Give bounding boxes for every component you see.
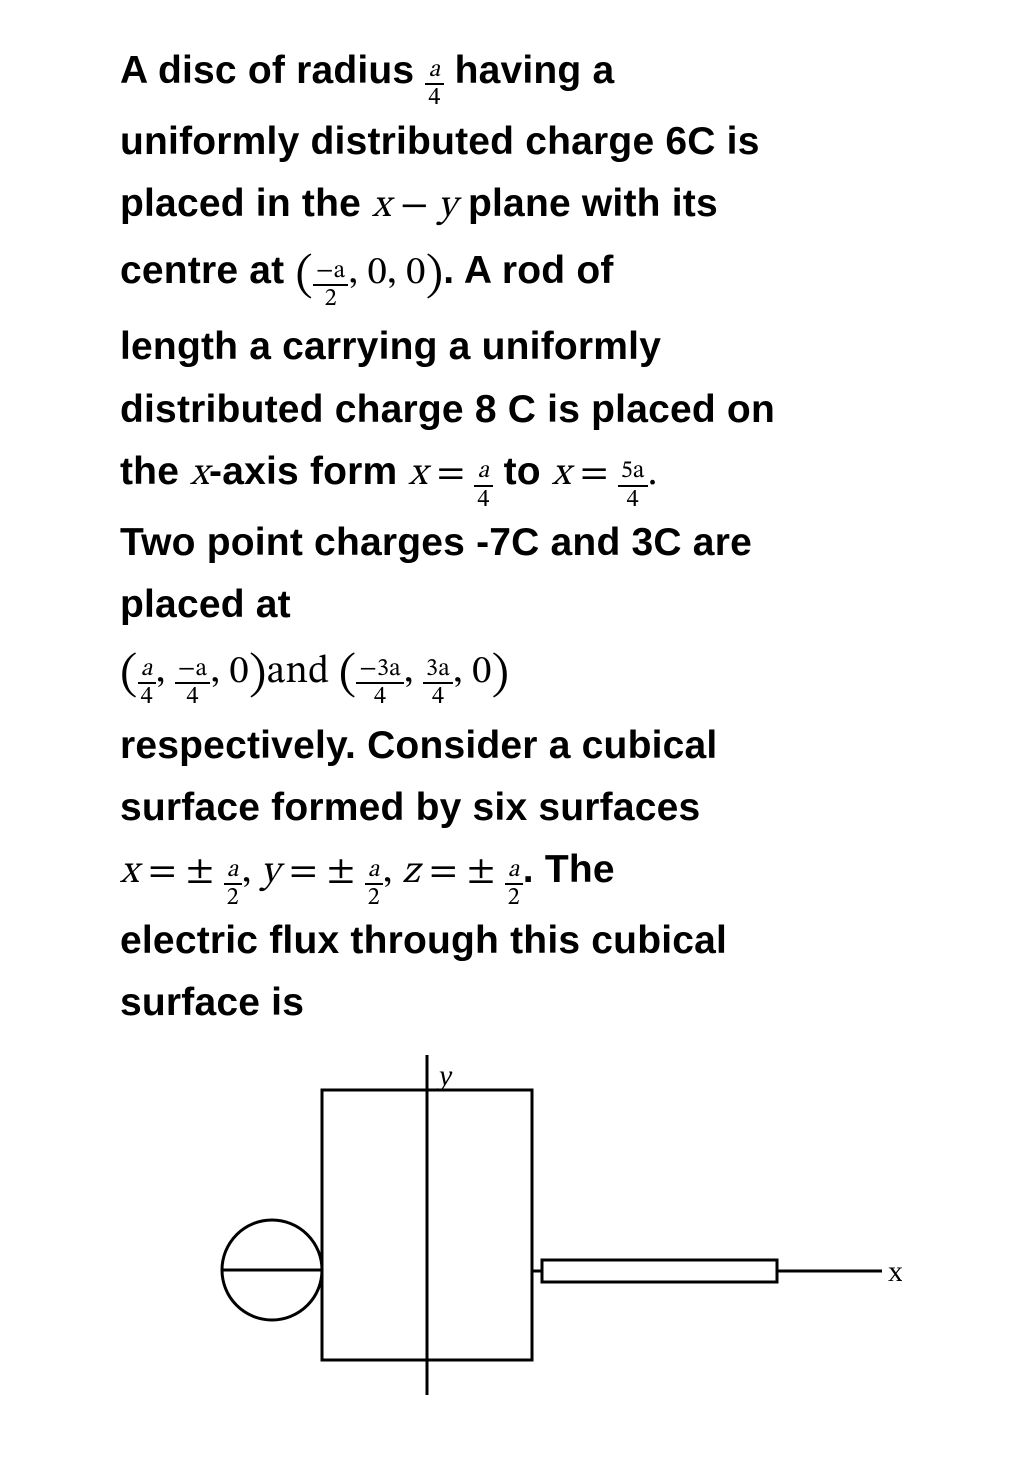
svg-text:y: y: [436, 1059, 453, 1092]
lparen-3: (: [339, 651, 357, 700]
figure-container: yx: [120, 1055, 904, 1400]
pm-2: ±: [327, 853, 365, 892]
text-l9: placed at: [120, 583, 291, 626]
physics-figure: yx: [122, 1055, 902, 1400]
pm-1: ±: [186, 853, 224, 892]
dot-1: .: [648, 455, 658, 494]
frac-a-over-2-c: a2: [505, 858, 523, 910]
svg-text:x: x: [888, 1255, 902, 1288]
comma-4: ,: [383, 853, 402, 892]
comma-1: ,: [156, 653, 175, 692]
comma-2: ,: [404, 653, 423, 692]
problem-text: A disc of radius a4 having a uniformly d…: [120, 40, 904, 1035]
pm-3: ±: [467, 853, 505, 892]
rparen-1: ): [426, 252, 444, 301]
rparen-2: ): [249, 651, 267, 700]
var-x-5: x: [120, 853, 139, 892]
text-l7c: to: [493, 450, 552, 493]
var-x-3: x: [408, 455, 427, 494]
eq-2: =: [571, 455, 618, 494]
eq-3: =: [139, 853, 186, 892]
frac-a-over-2-b: a2: [365, 858, 383, 910]
problem-container: A disc of radius a4 having a uniformly d…: [0, 0, 1024, 1440]
frac-a-over-4: a4: [425, 58, 443, 110]
eq-1: =: [427, 455, 474, 494]
text-l3a: placed in the: [120, 182, 372, 225]
text-l1a: A disc of radius: [120, 49, 425, 92]
text-l3b: plane with its: [457, 182, 718, 225]
rparen-3: ): [492, 651, 510, 700]
var-x-2: x: [190, 455, 209, 494]
text-l11: surface formed by six surfaces: [120, 786, 700, 829]
frac-neg-3a-over-4: −3a4: [356, 657, 404, 709]
var-y: y: [438, 187, 457, 226]
var-x: x: [372, 187, 391, 226]
minus-sign: −: [391, 187, 438, 226]
and-text: and: [267, 653, 339, 692]
frac-neg-a-over-4: −a4: [175, 657, 210, 709]
text-l7b: -axis form: [209, 450, 408, 493]
frac-a-over-2-a: a2: [224, 858, 242, 910]
lparen-2: (: [120, 651, 138, 700]
pt1-rest: , 0, 0: [348, 255, 425, 294]
text-l4a: centre at: [120, 250, 295, 293]
comma-3: ,: [242, 853, 261, 892]
lparen-1: (: [295, 252, 313, 301]
var-x-4: x: [552, 455, 571, 494]
frac-3a-over-4: 3a4: [423, 657, 453, 709]
text-l2: uniformly distributed charge 6C is: [120, 120, 760, 163]
text-l7a: the: [120, 450, 190, 493]
var-z: z: [402, 853, 420, 892]
pt3-rest: , 0: [453, 653, 492, 692]
text-l4b: . A rod of: [443, 250, 613, 293]
pt2-rest: , 0: [210, 653, 249, 692]
frac-a-over-4-b: a4: [474, 459, 492, 511]
text-l8: Two point charges -7C and 3C are: [120, 521, 752, 564]
frac-a-over-4-c: a4: [138, 657, 156, 709]
var-y-2: y: [261, 853, 280, 892]
text-l13: electric flux through this cubical: [120, 919, 727, 962]
text-l6: distributed charge 8 C is placed on: [120, 388, 775, 431]
eq-4: =: [280, 853, 327, 892]
text-l1b: having a: [444, 49, 615, 92]
frac-neg-a-over-2: −a2: [313, 259, 348, 311]
text-l12b: . The: [523, 848, 615, 891]
eq-5: =: [420, 853, 467, 892]
text-l5: length a carrying a uniformly: [120, 325, 661, 368]
text-l10: respectively. Consider a cubical: [120, 724, 717, 767]
frac-5a-over-4: 5a4: [618, 459, 648, 511]
text-l14: surface is: [120, 981, 304, 1024]
